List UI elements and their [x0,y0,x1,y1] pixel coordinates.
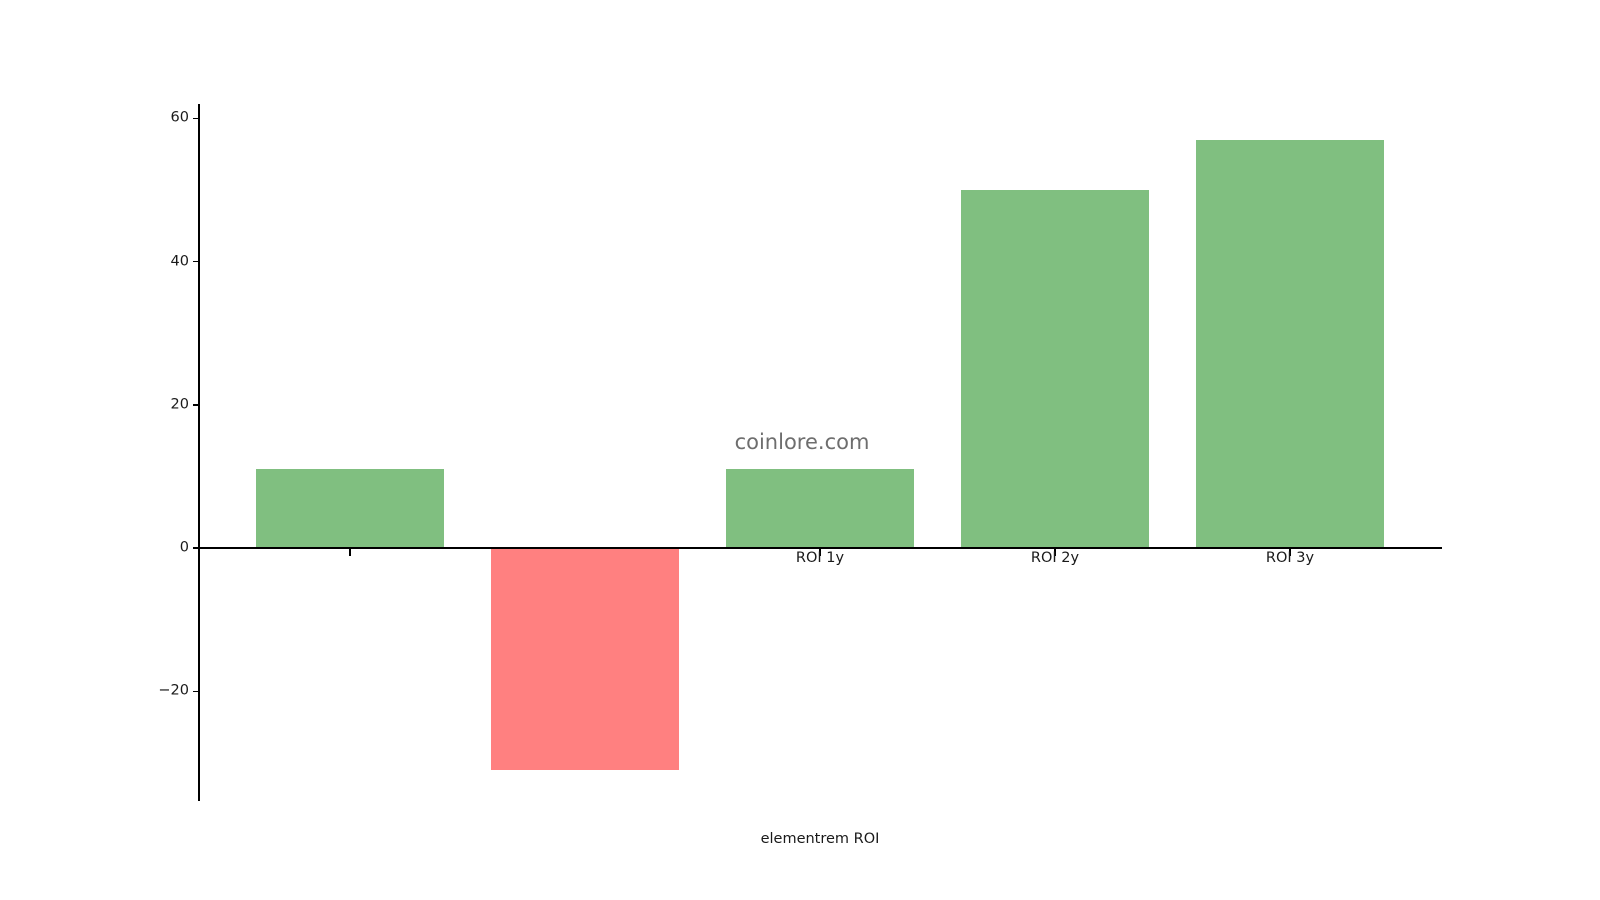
bar [491,548,679,771]
x-tick-label: ROI 3y [1265,550,1315,566]
x-tick-label: ROI 1y [795,550,845,566]
bar [256,469,444,548]
y-tick-label: 20 [170,396,189,413]
x-axis [198,547,1442,549]
y-tick-label: 60 [170,109,189,126]
x-tick-label: ROI 2y [1030,550,1080,566]
y-tick-label: 40 [170,253,189,269]
y-axis [198,104,200,801]
y-tick [193,117,199,119]
y-tick-label: −20 [158,682,189,699]
bar-roi-1y [726,469,914,548]
x-tick [1289,548,1291,556]
bar-roi-3y [1196,139,1384,548]
y-tick [193,260,199,263]
y-tick-label: 0 [179,539,189,556]
y-tick [193,690,199,692]
x-tick [349,548,351,556]
y-tick [193,547,199,549]
watermark-text: coinlore.com [734,430,870,454]
bar-roi-2y [961,189,1149,548]
y-tick [193,404,199,406]
x-axis-title: elementrem ROI [760,831,880,847]
x-tick [1054,548,1056,556]
x-tick [819,548,821,556]
